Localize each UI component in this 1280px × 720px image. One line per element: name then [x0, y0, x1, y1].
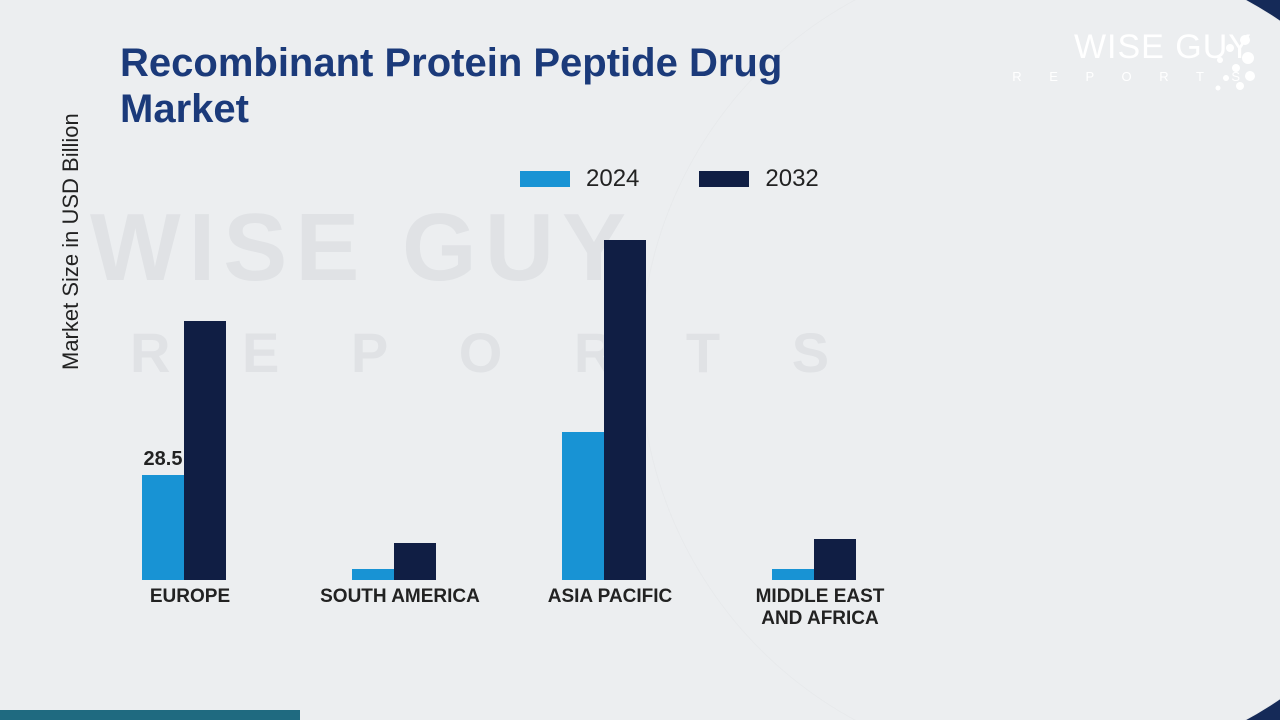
chart-title: Recombinant Protein Peptide Drug Market — [120, 40, 880, 132]
bar-2032 — [184, 321, 226, 580]
legend-item-2024: 2024 — [520, 165, 639, 193]
brand-logo: WISE GUY R E P O R T S — [992, 28, 1252, 84]
category-label: SOUTH AMERICA — [320, 586, 480, 608]
legend: 2024 2032 — [520, 165, 819, 193]
category-label: ASIA PACIFIC — [530, 586, 690, 608]
category-labels: EUROPESOUTH AMERICAASIA PACIFICMIDDLE EA… — [120, 582, 920, 702]
category-label: EUROPE — [110, 586, 270, 608]
category-label: MIDDLE EAST AND AFRICA — [740, 586, 900, 630]
bar-2032 — [394, 543, 436, 580]
bar-2024 — [352, 569, 394, 580]
legend-label-2032: 2032 — [765, 165, 818, 193]
bar-2024 — [562, 432, 604, 580]
bar-2032 — [604, 240, 646, 580]
legend-item-2032: 2032 — [699, 165, 818, 193]
footer-accent-bar — [0, 710, 300, 720]
legend-label-2024: 2024 — [586, 165, 639, 193]
legend-swatch-2032 — [699, 171, 749, 187]
stage: WISE GUY R E P O R T S Recombinant Prote… — [0, 0, 1280, 720]
bar-2024 — [142, 475, 184, 580]
plot-area: 28.5 — [120, 210, 920, 580]
legend-swatch-2024 — [520, 171, 570, 187]
bar-2032 — [814, 539, 856, 580]
bar-2024 — [772, 569, 814, 580]
brand-dots-icon — [1190, 30, 1260, 100]
y-axis-label: Market Size in USD Billion — [58, 113, 84, 370]
